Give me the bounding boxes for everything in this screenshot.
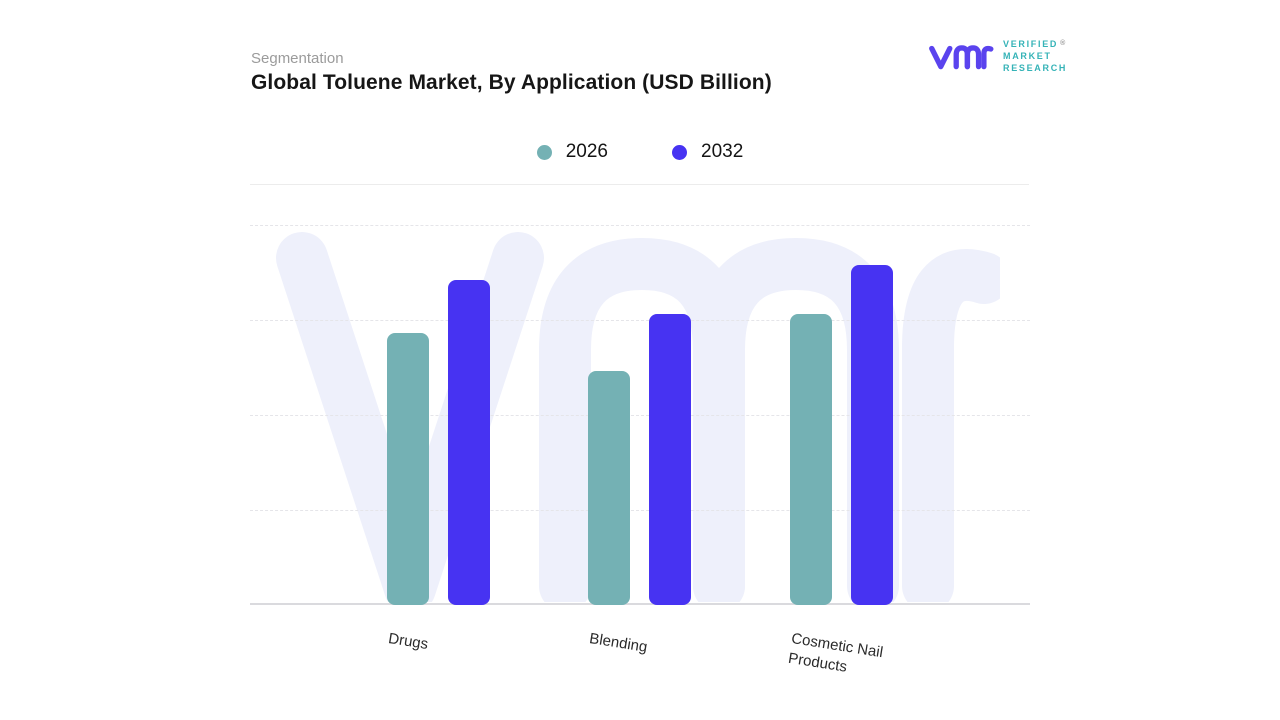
x-axis-baseline [250,603,1030,605]
bar-2032-drugs [448,280,490,605]
gridline [250,510,1030,511]
gridline [250,225,1030,226]
bar-2026-blending [588,371,630,605]
legend: 2026 2032 [250,141,1030,163]
vmr-logo: VERIFIED ® MARKET RESEARCH [928,36,1067,78]
logo-line-research: RESEARCH [1003,62,1068,73]
x-axis-label-blending: Blending [588,629,649,656]
x-axis-label-cosmetic-nail-products: Cosmetic Nail Products [787,629,885,676]
legend-divider [250,184,1029,185]
legend-dot-2026 [536,144,552,160]
bar-2032-cosmetic-nail-products [851,265,893,605]
logo-line-verified: VERIFIED ® [1003,39,1067,50]
bar-2032-blending [649,314,691,605]
legend-dot-2032 [672,144,687,160]
bar-2026-drugs [387,333,429,605]
page-title: Global Toluene Market, By Application (U… [251,71,772,94]
registered-mark: ® [1060,40,1067,48]
vmr-logo-text: VERIFIED ® MARKET RESEARCH [1003,39,1067,74]
vmr-logo-mark-icon [929,45,994,70]
legend-label-2026: 2026 [565,141,608,162]
x-axis-label-drugs: Drugs [387,629,430,654]
bar-chart: Drugs Blending Cosmetic Nail Products [250,225,1030,675]
chart-eyebrow: Segmentation [251,50,344,67]
gridline [250,320,1030,321]
gridline [250,415,1030,416]
legend-item-2032: 2032 [672,141,743,163]
logo-line-market: MARKET [1003,51,1052,62]
legend-label-2032: 2032 [701,141,744,162]
legend-item-2026: 2026 [536,141,608,163]
bar-2026-cosmetic-nail-products [790,314,832,605]
